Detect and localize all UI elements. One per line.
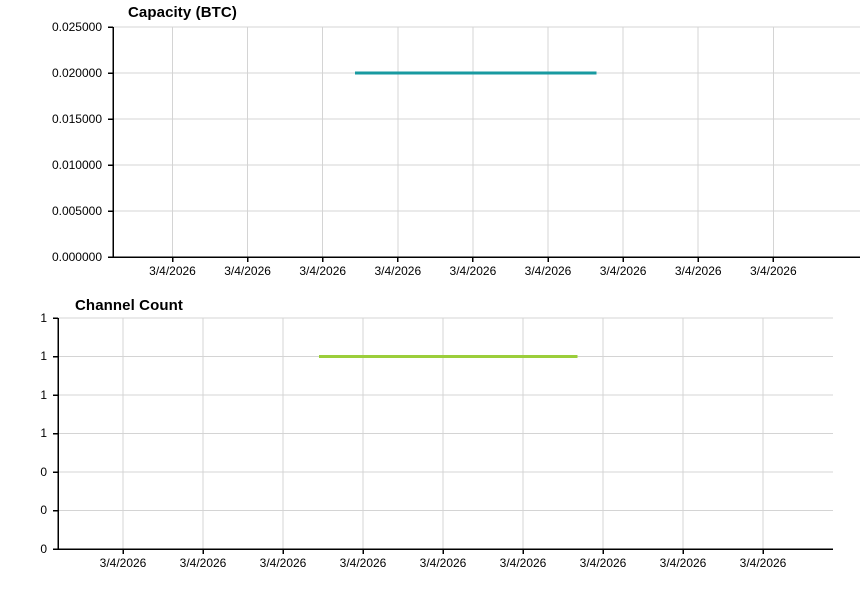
x-tick-label: 3/4/2026 <box>599 264 647 278</box>
y-tick-label: 0.015000 <box>51 111 102 126</box>
chart-title-channel-count: Channel Count <box>75 297 183 314</box>
x-tick-label: 3/4/2026 <box>739 556 787 570</box>
y-tick-label: 0 <box>40 464 47 479</box>
x-tick-label: 3/4/2026 <box>419 556 467 570</box>
y-tick-label: 1 <box>40 426 47 440</box>
x-tick-label: 3/4/2026 <box>579 556 627 570</box>
x-tick-label: 3/4/2026 <box>149 264 196 278</box>
x-tick-label: 3/4/2026 <box>259 556 307 570</box>
x-tick-label: 3/4/2026 <box>224 264 271 278</box>
x-tick-label: 3/4/2026 <box>659 556 707 570</box>
y-tick-label: 1 <box>40 349 47 363</box>
x-tick-label: 3/4/2026 <box>749 264 797 278</box>
x-tick-label: 3/4/2026 <box>339 556 387 570</box>
x-tick-label: 3/4/2026 <box>179 556 227 570</box>
y-tick-label: 0.020000 <box>51 65 102 80</box>
y-tick-label: 0.005000 <box>51 203 102 218</box>
x-tick-label: 3/4/2026 <box>674 264 722 278</box>
x-tick-label: 3/4/2026 <box>449 264 497 278</box>
y-tick-label: 1 <box>40 310 47 325</box>
chart-title-capacity: Capacity (BTC) <box>128 4 237 21</box>
x-tick-label: 3/4/2026 <box>299 264 347 278</box>
y-tick-label: 0 <box>40 541 47 556</box>
y-tick-label: 0.025000 <box>51 19 102 34</box>
x-tick-label: 3/4/2026 <box>99 556 147 570</box>
y-tick-label: 1 <box>40 387 47 402</box>
y-tick-label: 0.000000 <box>51 249 102 264</box>
x-tick-label: 3/4/2026 <box>524 264 572 278</box>
y-tick-label: 0 <box>40 503 47 517</box>
x-tick-label: 3/4/2026 <box>499 556 547 570</box>
x-tick-label: 3/4/2026 <box>374 264 422 278</box>
y-tick-label: 0.010000 <box>51 157 102 172</box>
